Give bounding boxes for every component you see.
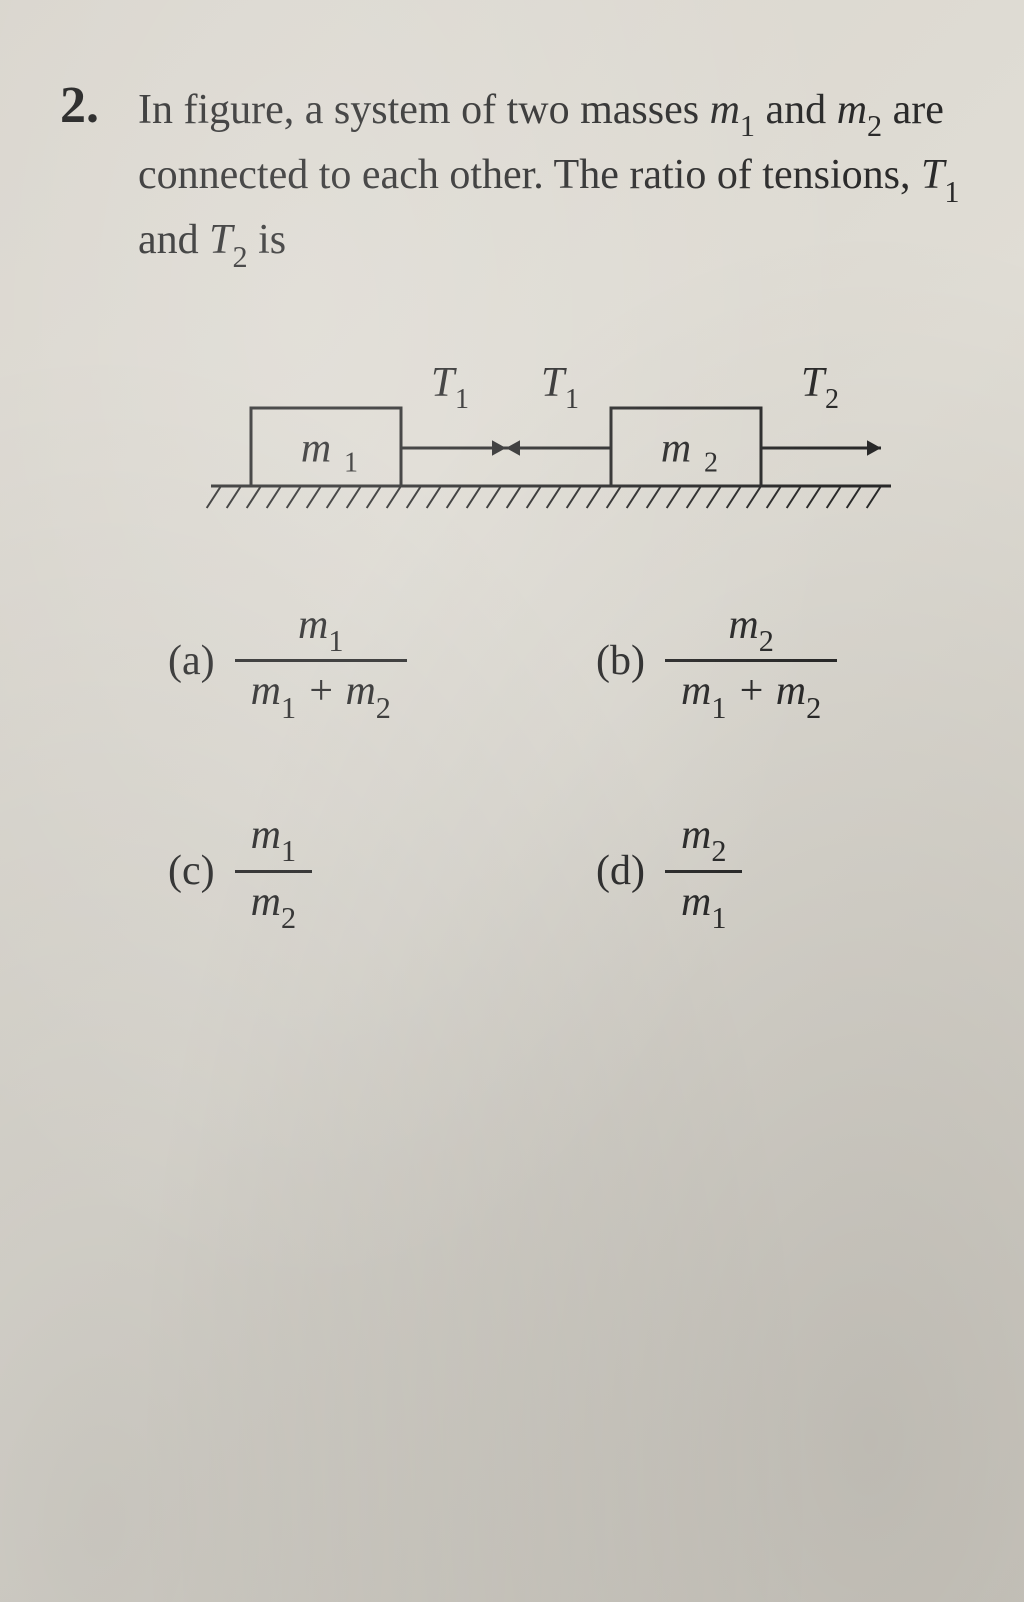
opt-b-den-t1: m	[681, 668, 711, 714]
option-c: (c) m1 m2	[168, 806, 526, 936]
option-a-fraction: m1 m1 + m2	[235, 596, 407, 726]
opt-c-den-s: 2	[281, 901, 296, 935]
question-number: 2.	[60, 80, 120, 132]
opt-c-den-t: m	[251, 879, 281, 925]
opt-d-num-s: 2	[711, 834, 726, 868]
option-a-num: m1	[282, 596, 359, 660]
opt-b-num-t: m	[728, 602, 758, 648]
option-d-num: m2	[665, 806, 742, 870]
qtext-m1-var: m	[710, 87, 740, 133]
svg-text:1: 1	[344, 447, 358, 478]
opt-a-den-op: +	[296, 668, 345, 714]
qtext-p5: is	[248, 217, 287, 263]
opt-d-den-t: m	[681, 879, 711, 925]
question-row: 2. In figure, a system of two masses m1 …	[60, 80, 964, 936]
options-grid: (a) m1 m1 + m2 (b) m2 m1 + m2	[138, 596, 964, 937]
option-b: (b) m2 m1 + m2	[596, 596, 954, 726]
page-content: 2. In figure, a system of two masses m1 …	[0, 0, 1024, 996]
svg-text:m: m	[301, 425, 331, 471]
svg-text:T: T	[541, 360, 567, 406]
option-d-fraction: m2 m1	[665, 806, 742, 936]
option-d-den: m1	[665, 873, 742, 937]
svg-text:m: m	[661, 425, 691, 471]
opt-c-num-t: m	[251, 812, 281, 858]
option-c-label: (c)	[168, 847, 215, 895]
option-d-label: (d)	[596, 847, 645, 895]
svg-text:1: 1	[565, 384, 579, 415]
option-a-den: m1 + m2	[235, 662, 407, 726]
option-d: (d) m2 m1	[596, 806, 954, 936]
qtext-p4: and	[138, 217, 209, 263]
opt-a-den-s1: 1	[281, 691, 296, 725]
question-text: In figure, a system of two masses m1 and…	[138, 80, 964, 276]
option-b-label: (b)	[596, 637, 645, 685]
opt-a-num-s: 1	[328, 624, 343, 658]
qtext-p1: In figure, a system of two masses	[138, 87, 710, 133]
physics-diagram: m1m2T1T1T2	[191, 316, 911, 546]
opt-d-num-t: m	[681, 812, 711, 858]
option-a-label: (a)	[168, 637, 215, 685]
opt-d-den-s: 1	[711, 901, 726, 935]
option-b-den: m1 + m2	[665, 662, 837, 726]
opt-b-den-s2: 2	[806, 691, 821, 725]
qtext-t2-sub: 2	[233, 240, 248, 274]
option-b-fraction: m2 m1 + m2	[665, 596, 837, 726]
svg-text:T: T	[431, 360, 457, 406]
qtext-p2: and	[755, 87, 837, 133]
svg-text:2: 2	[704, 447, 718, 478]
svg-text:2: 2	[825, 384, 839, 415]
option-c-fraction: m1 m2	[235, 806, 312, 936]
opt-a-den-t2: m	[345, 668, 375, 714]
qtext-m1-sub: 1	[740, 109, 755, 143]
opt-c-num-s: 1	[281, 834, 296, 868]
option-c-num: m1	[235, 806, 312, 870]
opt-b-den-op: +	[726, 668, 775, 714]
diagram-container: m1m2T1T1T2	[138, 316, 964, 546]
question-body: In figure, a system of two masses m1 and…	[138, 80, 964, 936]
qtext-t1-sub: 1	[944, 175, 959, 209]
qtext-t1-var: T	[921, 152, 944, 198]
qtext-t2-var: T	[209, 217, 232, 263]
opt-a-den-t1: m	[251, 668, 281, 714]
option-b-num: m2	[712, 596, 789, 660]
qtext-m2-sub: 2	[867, 109, 882, 143]
opt-a-den-s2: 2	[376, 691, 391, 725]
qtext-m2-var: m	[837, 87, 867, 133]
option-a: (a) m1 m1 + m2	[168, 596, 526, 726]
opt-a-num-t: m	[298, 602, 328, 648]
opt-b-den-s1: 1	[711, 691, 726, 725]
opt-b-den-t2: m	[776, 668, 806, 714]
opt-b-num-s: 2	[759, 624, 774, 658]
option-c-den: m2	[235, 873, 312, 937]
svg-text:1: 1	[455, 384, 469, 415]
svg-text:T: T	[801, 360, 827, 406]
